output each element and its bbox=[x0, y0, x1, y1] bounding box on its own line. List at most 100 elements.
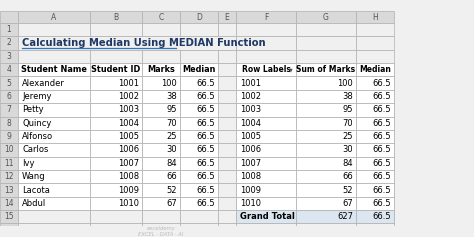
Text: Alfonso: Alfonso bbox=[22, 132, 53, 141]
Text: 9: 9 bbox=[7, 132, 11, 141]
Bar bbox=[356, 197, 394, 210]
Bar bbox=[90, 157, 142, 170]
Bar bbox=[180, 170, 218, 183]
Bar bbox=[142, 130, 180, 143]
Text: 67: 67 bbox=[166, 199, 177, 208]
Text: Student ID: Student ID bbox=[91, 65, 141, 74]
Bar bbox=[236, 197, 296, 210]
Text: Student Name: Student Name bbox=[21, 65, 87, 74]
Bar bbox=[142, 117, 180, 130]
Bar bbox=[18, 197, 90, 210]
Bar bbox=[142, 130, 180, 143]
Text: 66.5: 66.5 bbox=[196, 105, 215, 114]
Text: 66.5: 66.5 bbox=[196, 172, 215, 181]
Text: 66.5: 66.5 bbox=[196, 159, 215, 168]
Bar bbox=[142, 183, 180, 197]
Bar bbox=[18, 76, 90, 90]
Bar bbox=[142, 63, 180, 76]
Text: 95: 95 bbox=[166, 105, 177, 114]
Bar bbox=[356, 183, 394, 197]
Bar bbox=[218, 183, 236, 197]
Text: 1010: 1010 bbox=[240, 199, 261, 208]
Bar bbox=[296, 143, 356, 157]
Bar bbox=[296, 197, 356, 210]
Bar bbox=[236, 11, 296, 23]
Bar bbox=[142, 90, 180, 103]
Bar bbox=[236, 50, 296, 63]
Bar bbox=[180, 76, 218, 90]
Bar bbox=[0, 143, 18, 157]
Bar bbox=[0, 170, 18, 183]
Bar bbox=[356, 23, 394, 36]
Bar bbox=[236, 103, 296, 117]
Text: 1003: 1003 bbox=[118, 105, 139, 114]
Bar bbox=[180, 157, 218, 170]
Text: 100: 100 bbox=[337, 79, 353, 88]
Bar bbox=[356, 36, 394, 50]
Bar bbox=[296, 183, 356, 197]
Bar bbox=[90, 223, 142, 237]
Bar bbox=[296, 197, 356, 210]
Bar bbox=[180, 223, 218, 237]
Bar bbox=[356, 117, 394, 130]
Text: 66.5: 66.5 bbox=[196, 92, 215, 101]
Bar bbox=[90, 130, 142, 143]
Bar bbox=[218, 197, 236, 210]
Bar bbox=[356, 157, 394, 170]
Bar bbox=[90, 143, 142, 157]
Text: Median: Median bbox=[359, 65, 391, 74]
Text: 52: 52 bbox=[343, 186, 353, 195]
Text: 66: 66 bbox=[166, 172, 177, 181]
Bar bbox=[236, 130, 296, 143]
Bar bbox=[356, 170, 394, 183]
Bar bbox=[90, 36, 142, 50]
Bar bbox=[142, 157, 180, 170]
Bar bbox=[218, 50, 236, 63]
Bar bbox=[356, 210, 394, 223]
Text: F: F bbox=[264, 13, 268, 22]
Bar bbox=[296, 23, 356, 36]
Bar bbox=[90, 210, 142, 223]
Text: Sum of Marks: Sum of Marks bbox=[296, 65, 356, 74]
Text: 1009: 1009 bbox=[118, 186, 139, 195]
Bar bbox=[236, 183, 296, 197]
Bar bbox=[356, 223, 394, 237]
Bar bbox=[356, 143, 394, 157]
Bar bbox=[218, 223, 236, 237]
Text: 14: 14 bbox=[4, 199, 14, 208]
Bar bbox=[236, 63, 296, 76]
Bar bbox=[356, 157, 394, 170]
Bar bbox=[236, 76, 296, 90]
Text: 66.5: 66.5 bbox=[196, 146, 215, 155]
Bar bbox=[90, 170, 142, 183]
Bar bbox=[0, 11, 18, 23]
Bar bbox=[90, 103, 142, 117]
Bar bbox=[180, 103, 218, 117]
Bar bbox=[142, 197, 180, 210]
Bar bbox=[218, 143, 236, 157]
Bar bbox=[180, 130, 218, 143]
Bar bbox=[18, 157, 90, 170]
Text: 100: 100 bbox=[161, 79, 177, 88]
Text: 66.5: 66.5 bbox=[373, 146, 391, 155]
Bar bbox=[218, 23, 236, 36]
Bar bbox=[180, 103, 218, 117]
Bar bbox=[180, 90, 218, 103]
Bar bbox=[356, 90, 394, 103]
Bar bbox=[142, 143, 180, 157]
Text: 1004: 1004 bbox=[118, 119, 139, 128]
Bar bbox=[90, 117, 142, 130]
Bar bbox=[90, 197, 142, 210]
Bar bbox=[0, 103, 18, 117]
Bar bbox=[180, 76, 218, 90]
Bar bbox=[180, 143, 218, 157]
Text: 1002: 1002 bbox=[118, 92, 139, 101]
Bar bbox=[180, 197, 218, 210]
Text: 1: 1 bbox=[7, 25, 11, 34]
Bar bbox=[218, 63, 236, 76]
Text: 66.5: 66.5 bbox=[373, 186, 391, 195]
Bar bbox=[90, 143, 142, 157]
Text: 84: 84 bbox=[342, 159, 353, 168]
Bar bbox=[18, 130, 90, 143]
Bar bbox=[180, 197, 218, 210]
